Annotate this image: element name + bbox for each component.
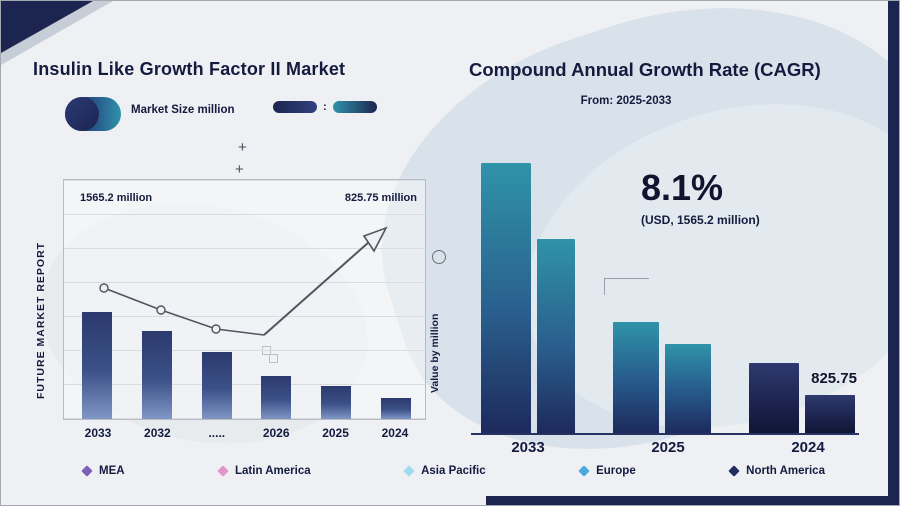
left-bar bbox=[321, 386, 352, 419]
bottom-edge-band bbox=[485, 496, 899, 505]
circle-decoration bbox=[432, 250, 446, 264]
page-title: Insulin Like Growth Factor II Market bbox=[33, 59, 346, 79]
legend-label: MEA bbox=[99, 465, 125, 477]
cagr-note: (USD, 1565.2 million) bbox=[641, 213, 760, 227]
legend-label: Europe bbox=[596, 465, 636, 477]
bracket-decoration bbox=[604, 278, 649, 295]
legend-marker-icon bbox=[578, 465, 590, 477]
right-bar-group bbox=[749, 363, 855, 433]
legend-item-mea: MEA bbox=[81, 465, 125, 477]
trend-line bbox=[99, 226, 388, 336]
right-bar-group bbox=[613, 322, 711, 433]
left-bar bbox=[82, 312, 112, 419]
right-x-label: 2024 bbox=[791, 439, 825, 456]
bottom-legend: MEA Latin America Asia Pacific Europe North … bbox=[81, 465, 825, 477]
scale-pills-icon: : bbox=[273, 101, 377, 113]
annotation-right: 825.75 million bbox=[344, 192, 417, 204]
legend-label: Asia Pacific bbox=[421, 465, 486, 477]
right-chart: 825.75 bbox=[471, 161, 859, 435]
left-x-label: 2026 bbox=[262, 426, 290, 440]
left-x-label: 2032 bbox=[144, 426, 171, 440]
legend-item-north-america: North America bbox=[728, 465, 825, 477]
left-x-label: 2024 bbox=[381, 426, 409, 440]
right-chart-bars bbox=[481, 163, 855, 433]
market-size-icon bbox=[65, 97, 121, 131]
left-bar bbox=[261, 376, 292, 419]
right-bar bbox=[481, 163, 531, 433]
pill-navy-icon bbox=[273, 101, 317, 113]
legend-item-europe: Europe bbox=[578, 465, 636, 477]
right-bar bbox=[805, 395, 855, 433]
right-edge-band bbox=[888, 1, 899, 505]
right-bar bbox=[613, 322, 659, 433]
right-y-axis-label: Value by million bbox=[429, 313, 441, 393]
pill-separator: : bbox=[323, 101, 327, 113]
plus-decoration: + bbox=[235, 161, 244, 178]
legend-marker-icon bbox=[81, 465, 93, 477]
left-chart: 1565.2 million 825.75 million bbox=[63, 179, 426, 420]
market-size-label: Market Size million bbox=[131, 104, 235, 116]
left-x-label: ..... bbox=[208, 426, 226, 440]
left-x-label: 2033 bbox=[84, 426, 112, 440]
annotation-left: 1565.2 million bbox=[80, 192, 153, 204]
right-chart-x-labels: 2033 2025 2024 bbox=[471, 439, 859, 456]
left-chart-bars bbox=[82, 289, 411, 419]
legend-marker-icon bbox=[403, 465, 415, 477]
left-bar bbox=[201, 352, 232, 419]
plus-decoration: + bbox=[238, 139, 247, 156]
left-bar bbox=[141, 331, 172, 419]
right-x-label: 2025 bbox=[651, 439, 685, 456]
pill-teal-icon bbox=[332, 101, 377, 113]
value-label-2024: 825.75 bbox=[811, 370, 857, 387]
legend-marker-icon bbox=[217, 465, 229, 477]
right-x-label: 2033 bbox=[511, 439, 545, 456]
left-chart-x-labels: 2033 2032..... 2026 2025 2024 bbox=[81, 426, 412, 440]
right-bar bbox=[749, 363, 799, 433]
legend-label: North America bbox=[746, 465, 825, 477]
right-bar bbox=[665, 344, 711, 433]
right-bar bbox=[537, 239, 575, 433]
right-chart-title: Compound Annual Growth Rate (CAGR) bbox=[469, 59, 821, 80]
legend-item-asia-pacific: Asia Pacific bbox=[403, 465, 486, 477]
right-chart-subtitle: From: 2025-2033 bbox=[580, 95, 672, 107]
watermark-vertical: FUTURE MARKET REPORT bbox=[35, 241, 47, 399]
legend-marker-icon bbox=[728, 465, 740, 477]
left-x-label: 2025 bbox=[322, 426, 349, 440]
right-bar-group bbox=[481, 163, 575, 433]
legend-label: Latin America bbox=[235, 465, 311, 477]
left-bar bbox=[380, 398, 411, 419]
legend-item-latin-america: Latin America bbox=[217, 465, 311, 477]
cagr-value: 8.1% bbox=[641, 167, 724, 208]
